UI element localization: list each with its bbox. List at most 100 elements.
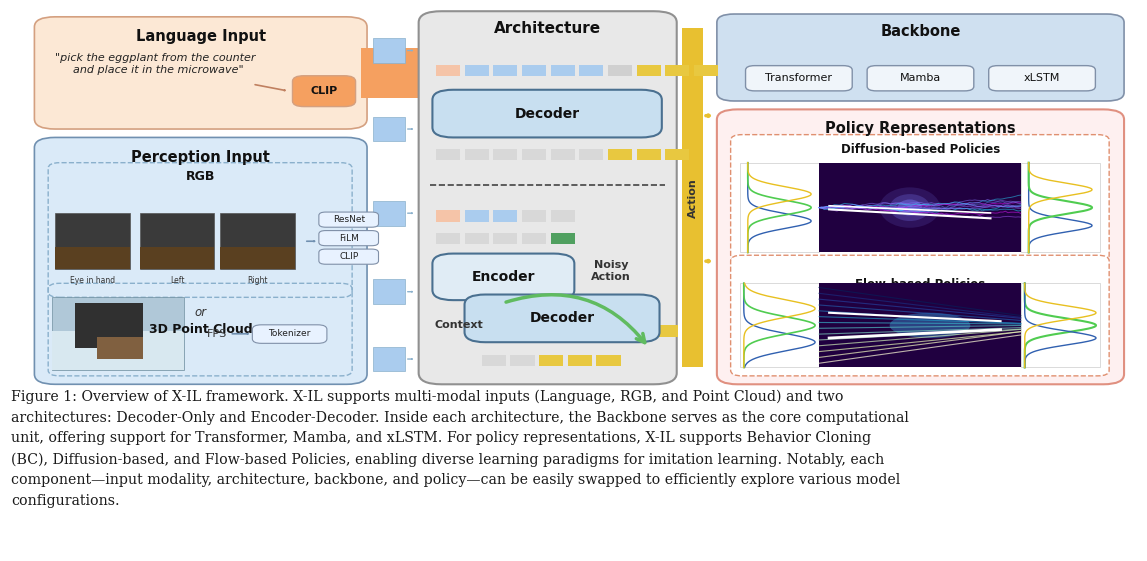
Ellipse shape — [890, 194, 930, 221]
Bar — [220, 247, 295, 269]
Bar — [493, 210, 517, 222]
Bar — [482, 325, 506, 337]
Text: xLSTM: xLSTM — [1024, 73, 1060, 83]
Bar — [52, 297, 184, 370]
Bar — [1021, 163, 1100, 252]
Bar — [551, 65, 575, 76]
Bar — [522, 233, 546, 244]
Text: ResNet: ResNet — [333, 215, 365, 224]
Bar — [579, 149, 603, 160]
Bar — [665, 149, 689, 160]
Bar — [465, 149, 489, 160]
FancyBboxPatch shape — [731, 135, 1109, 261]
Ellipse shape — [890, 312, 970, 338]
Bar — [539, 355, 563, 366]
Bar — [551, 149, 575, 160]
Bar — [55, 213, 130, 269]
Bar — [510, 355, 535, 366]
Bar — [568, 325, 592, 337]
FancyBboxPatch shape — [746, 66, 852, 91]
Bar — [373, 117, 405, 141]
Bar — [625, 325, 649, 337]
Bar — [510, 325, 535, 337]
Text: Right: Right — [248, 276, 267, 285]
FancyBboxPatch shape — [717, 14, 1124, 101]
FancyBboxPatch shape — [34, 17, 367, 129]
Bar — [373, 279, 405, 304]
Text: Context: Context — [435, 320, 484, 330]
Bar — [819, 283, 1021, 367]
Bar — [522, 210, 546, 222]
Bar — [522, 65, 546, 76]
Bar — [55, 247, 130, 269]
FancyBboxPatch shape — [252, 325, 327, 343]
Bar — [551, 233, 575, 244]
Bar — [220, 213, 295, 269]
Bar — [608, 149, 632, 160]
FancyBboxPatch shape — [319, 231, 379, 246]
Text: Eye in hand: Eye in hand — [70, 276, 115, 285]
FancyBboxPatch shape — [867, 66, 974, 91]
Bar — [97, 337, 143, 359]
Bar — [1021, 283, 1100, 367]
Text: Mamba: Mamba — [900, 73, 941, 83]
Bar — [596, 355, 621, 366]
Bar — [482, 355, 506, 366]
Bar — [493, 233, 517, 244]
Bar — [465, 233, 489, 244]
Text: Decoder: Decoder — [515, 107, 579, 121]
Bar — [140, 247, 214, 269]
FancyBboxPatch shape — [989, 66, 1095, 91]
Ellipse shape — [880, 187, 941, 228]
Text: 3D Point Cloud: 3D Point Cloud — [149, 323, 252, 335]
Text: "pick the eggplant from the counter
  and place it in the microwave": "pick the eggplant from the counter and … — [55, 53, 255, 75]
Bar — [682, 28, 703, 367]
Text: or: or — [195, 306, 206, 319]
Bar — [465, 210, 489, 222]
Bar — [52, 331, 184, 370]
Bar — [596, 325, 621, 337]
Bar — [740, 283, 819, 367]
FancyBboxPatch shape — [292, 76, 356, 107]
Text: Architecture: Architecture — [494, 21, 601, 36]
Text: CLIP: CLIP — [311, 86, 337, 96]
Bar — [373, 38, 405, 63]
Bar — [436, 65, 460, 76]
FancyBboxPatch shape — [34, 137, 367, 384]
FancyBboxPatch shape — [731, 255, 1109, 376]
Bar — [522, 149, 546, 160]
FancyBboxPatch shape — [432, 90, 662, 137]
Bar — [75, 303, 143, 348]
FancyBboxPatch shape — [717, 109, 1124, 384]
Text: Encoder: Encoder — [471, 270, 536, 284]
FancyBboxPatch shape — [432, 254, 575, 300]
Bar — [694, 65, 718, 76]
Bar — [436, 233, 460, 244]
Bar — [819, 163, 1021, 252]
Text: Noisy
Action: Noisy Action — [591, 260, 631, 282]
Bar — [654, 325, 678, 337]
Text: FPS: FPS — [206, 329, 227, 339]
FancyBboxPatch shape — [419, 11, 677, 384]
FancyBboxPatch shape — [319, 212, 379, 227]
Text: Language Input: Language Input — [135, 29, 266, 44]
Bar — [465, 65, 489, 76]
Bar — [637, 149, 661, 160]
Bar — [608, 65, 632, 76]
FancyBboxPatch shape — [319, 249, 379, 264]
Ellipse shape — [898, 200, 922, 215]
Text: Flow-based Policies: Flow-based Policies — [856, 278, 985, 291]
Bar — [373, 201, 405, 226]
Bar — [361, 48, 447, 98]
Text: RGB: RGB — [186, 170, 216, 183]
Text: Action: Action — [688, 178, 697, 218]
Bar — [637, 65, 661, 76]
FancyBboxPatch shape — [465, 295, 660, 342]
Text: Figure 1: Overview of X-IL framework. X-IL supports multi-modal inputs (Language: Figure 1: Overview of X-IL framework. X-… — [11, 390, 910, 508]
Bar — [740, 163, 819, 252]
Text: CLIP: CLIP — [340, 252, 358, 261]
Bar — [436, 210, 460, 222]
Bar — [568, 355, 592, 366]
Text: FiLM: FiLM — [338, 233, 359, 243]
Bar — [539, 325, 563, 337]
